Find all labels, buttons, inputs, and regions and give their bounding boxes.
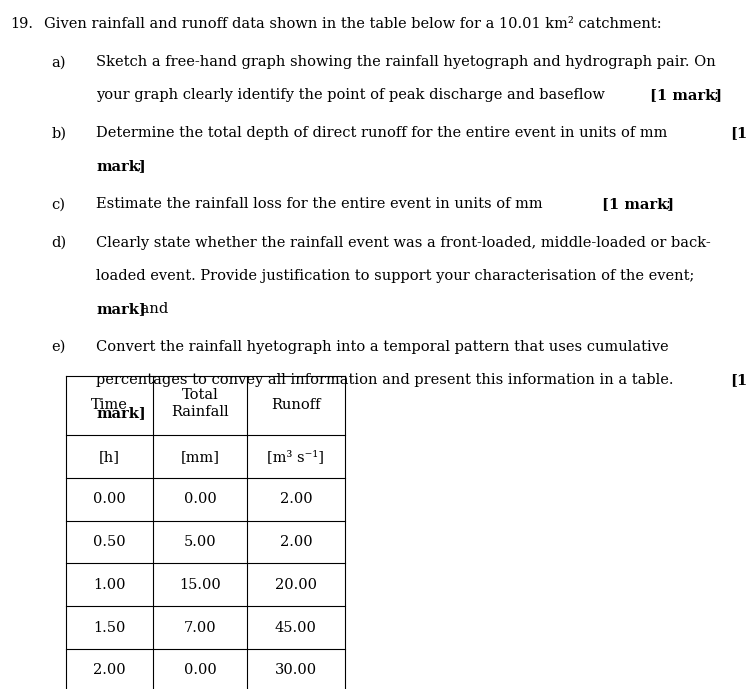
Text: Rainfall: Rainfall (171, 405, 229, 419)
Text: Convert the rainfall hyetograph into a temporal pattern that uses cumulative: Convert the rainfall hyetograph into a t… (96, 340, 669, 353)
Text: 2.00: 2.00 (279, 493, 312, 506)
Text: [mm]: [mm] (181, 450, 219, 464)
Text: 19.: 19. (10, 17, 33, 31)
Text: [1 mark]: [1 mark] (650, 88, 722, 103)
Text: b): b) (51, 126, 66, 141)
Text: 7.00: 7.00 (184, 621, 216, 635)
Text: 0.50: 0.50 (93, 535, 126, 549)
Text: [m³ s⁻¹]: [m³ s⁻¹] (267, 450, 325, 464)
Text: 0.00: 0.00 (93, 493, 126, 506)
Text: 1.50: 1.50 (93, 621, 126, 635)
Text: 1.00: 1.00 (93, 578, 126, 592)
Text: 45.00: 45.00 (275, 621, 317, 635)
Text: 0.00: 0.00 (184, 493, 216, 506)
Text: loaded event. Provide justification to support your characterisation of the even: loaded event. Provide justification to s… (96, 269, 700, 282)
Text: mark]: mark] (96, 302, 146, 316)
Text: ;: ; (714, 88, 719, 103)
Text: 5.00: 5.00 (184, 535, 216, 549)
Text: mark]: mark] (96, 406, 146, 420)
Text: Clearly state whether the rainfall event was a front-loaded, middle-loaded or ba: Clearly state whether the rainfall event… (96, 236, 711, 249)
Text: 2.00: 2.00 (93, 664, 126, 677)
Text: c): c) (51, 198, 66, 212)
Text: 0.00: 0.00 (184, 664, 216, 677)
Text: mark]: mark] (96, 159, 146, 174)
Text: 30.00: 30.00 (275, 664, 317, 677)
Text: Sketch a free-hand graph showing the rainfall hyetograph and hydrograph pair. On: Sketch a free-hand graph showing the rai… (96, 55, 716, 70)
Text: a): a) (51, 55, 66, 70)
Text: ;: ; (666, 198, 671, 212)
Text: 2.00: 2.00 (279, 535, 312, 549)
Text: Estimate the rainfall loss for the entire event in units of mm: Estimate the rainfall loss for the entir… (96, 198, 547, 212)
Text: Time: Time (91, 398, 128, 413)
Text: [h]: [h] (99, 450, 120, 464)
Text: your graph clearly identify the point of peak discharge and baseflow: your graph clearly identify the point of… (96, 88, 610, 103)
Text: 15.00: 15.00 (179, 578, 221, 592)
Text: and: and (136, 302, 169, 316)
Text: Runoff: Runoff (271, 398, 321, 413)
Text: 20.00: 20.00 (275, 578, 317, 592)
Text: percentages to convey all information and present this information in a table.: percentages to convey all information an… (96, 373, 678, 387)
Text: e): e) (51, 340, 66, 353)
Text: [1: [1 (730, 373, 747, 387)
Text: ;: ; (136, 159, 142, 174)
Text: Total: Total (181, 388, 218, 402)
Text: Determine the total depth of direct runoff for the entire event in units of mm: Determine the total depth of direct runo… (96, 126, 672, 141)
Text: Given rainfall and runoff data shown in the table below for a 10.01 km² catchmen: Given rainfall and runoff data shown in … (44, 17, 661, 31)
Text: [1 mark]: [1 mark] (602, 198, 674, 212)
Text: d): d) (51, 236, 66, 249)
Text: [1: [1 (730, 126, 747, 141)
